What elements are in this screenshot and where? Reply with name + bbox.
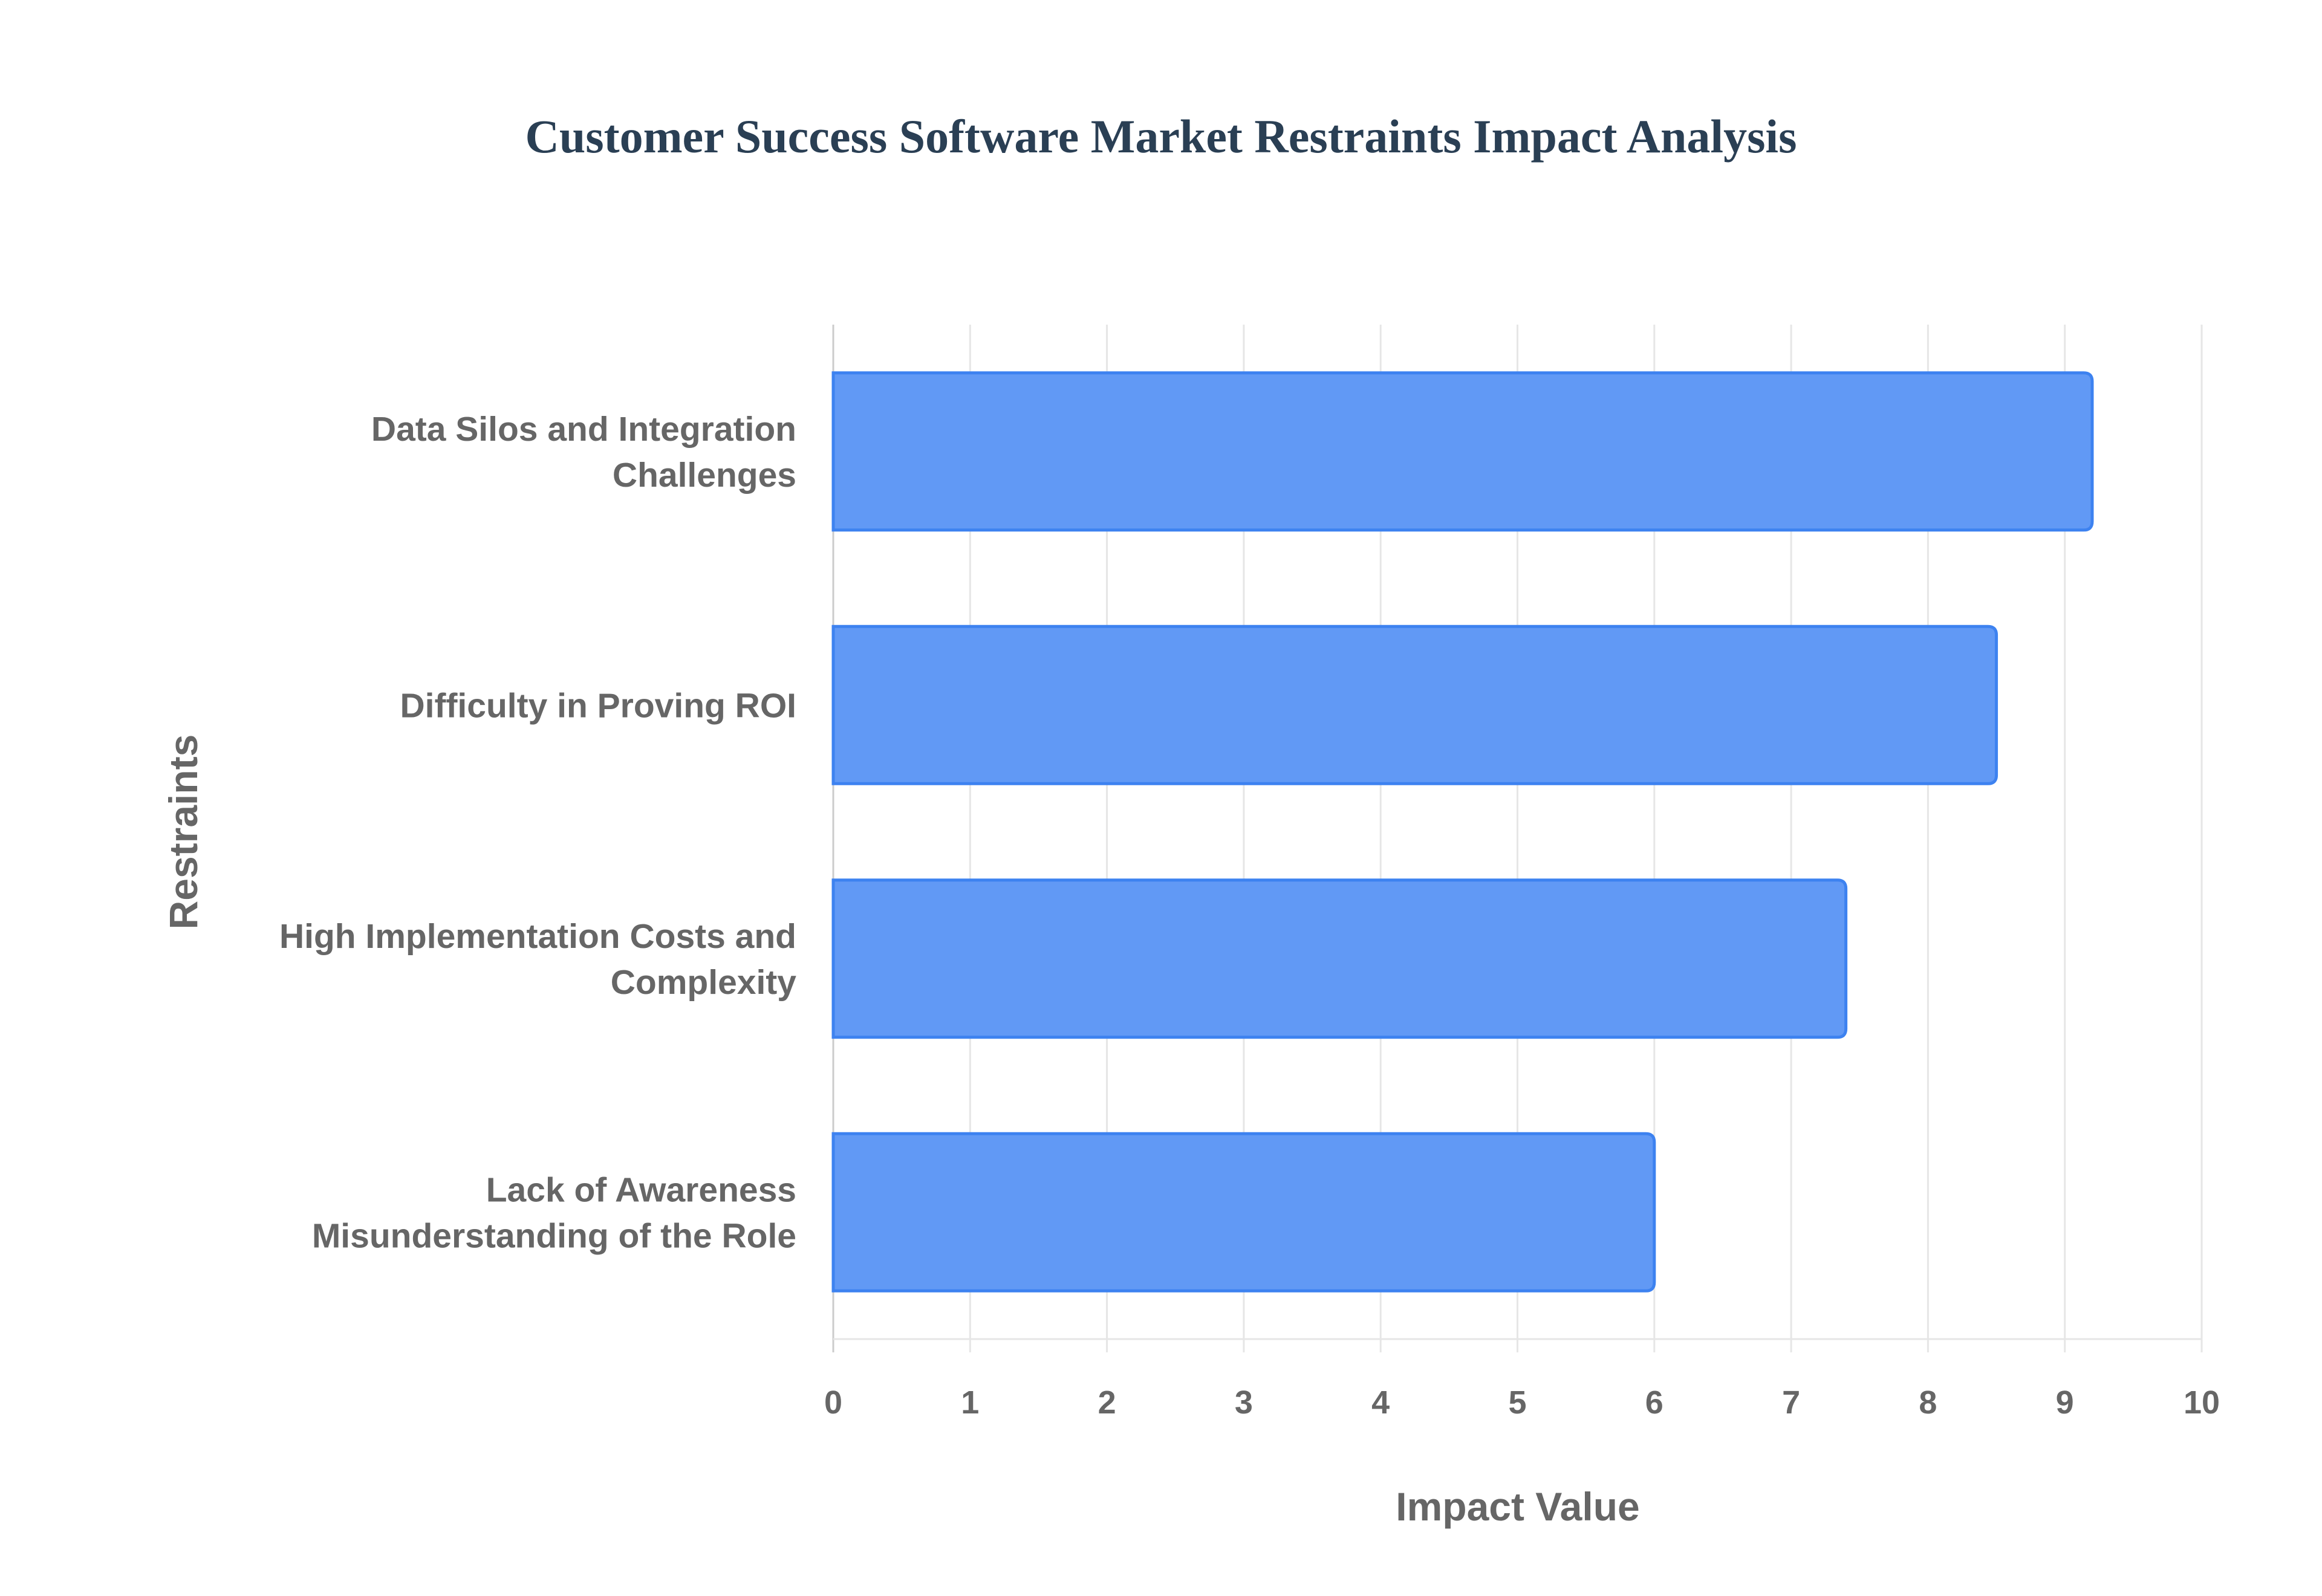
x-tick-label: 8 [1919, 1384, 1937, 1421]
x-tick-label: 2 [1098, 1384, 1116, 1421]
category-labels: Data Silos and Integration Challenges Diff… [279, 410, 796, 1256]
x-tick-label: 1 [961, 1384, 979, 1421]
x-tick-label: 9 [2056, 1384, 2074, 1421]
bar [831, 878, 1848, 1039]
x-tick-label: 7 [1782, 1384, 1800, 1421]
category-label: High Implementation Costs and Complexity [279, 917, 796, 1002]
x-tick-label: 3 [1235, 1384, 1253, 1421]
bar [831, 624, 1998, 785]
category-label: Lack of Awareness Misunderstanding of the… [312, 1170, 796, 1255]
x-tick-label: 0 [824, 1384, 842, 1421]
bar [831, 371, 2094, 532]
x-axis-label: Impact Value [1396, 1484, 1640, 1529]
x-tick-label: 10 [2184, 1384, 2220, 1421]
x-tick-label: 4 [1371, 1384, 1390, 1421]
x-tick-label: 5 [1508, 1384, 1526, 1421]
bar [831, 1132, 1656, 1293]
category-label: Difficulty in Proving ROI [400, 686, 796, 725]
x-tick-label: 6 [1645, 1384, 1663, 1421]
y-axis-label: Restraints [161, 735, 206, 930]
bars [831, 371, 2094, 1293]
chart-title: Customer Success Software Market Restrai… [525, 110, 1797, 163]
x-tick-labels: 0 1 2 3 4 5 6 7 8 9 10 [824, 1384, 2220, 1421]
category-label: Data Silos and Integration Challenges [371, 410, 796, 495]
